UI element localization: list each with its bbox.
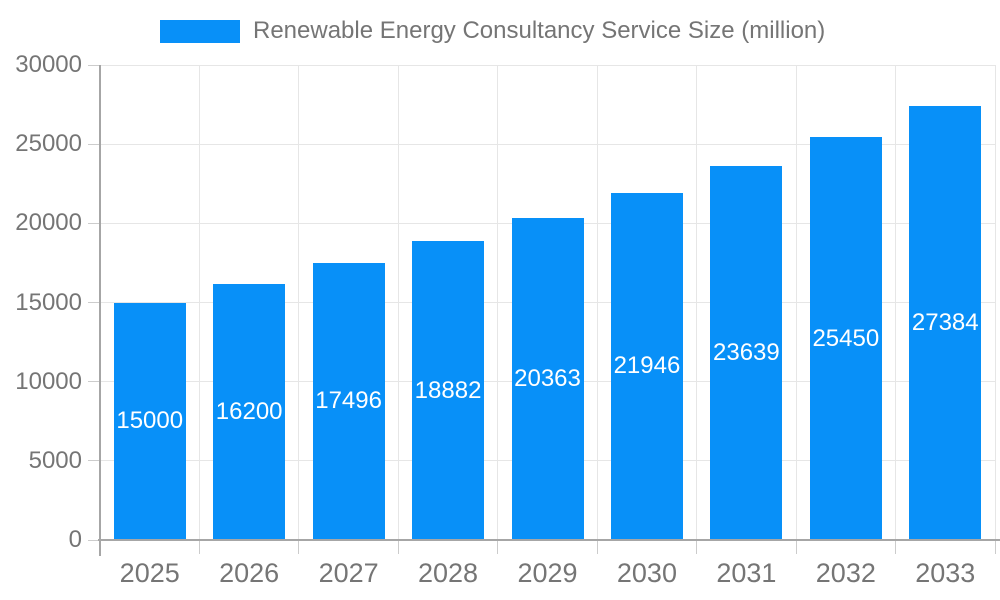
legend-swatch — [160, 20, 240, 43]
x-axis-tick — [696, 540, 698, 554]
x-axis-tick — [198, 540, 200, 554]
v-gridline — [994, 65, 996, 540]
x-axis-label: 2026 — [219, 558, 280, 588]
y-axis-tick — [88, 302, 100, 303]
x-axis-label: 2030 — [616, 558, 677, 588]
v-gridline — [397, 65, 399, 540]
bar[interactable] — [809, 137, 882, 540]
y-axis-label: 30000 — [15, 51, 82, 78]
y-axis-line — [98, 65, 101, 556]
x-axis-tick — [298, 540, 300, 554]
v-gridline — [895, 65, 897, 540]
y-axis-label: 5000 — [28, 446, 82, 474]
bar-value-label: 23639 — [713, 338, 780, 366]
bar[interactable] — [213, 283, 286, 540]
v-gridline — [497, 65, 499, 540]
bar[interactable] — [412, 241, 485, 540]
bar[interactable] — [312, 262, 385, 540]
bar-value-label: 15000 — [116, 407, 184, 435]
y-axis-tick — [88, 460, 100, 462]
v-gridline — [596, 65, 598, 540]
y-axis-tick — [88, 143, 100, 145]
x-axis-label: 2031 — [716, 558, 777, 588]
y-axis-tick — [88, 64, 100, 66]
v-gridline — [298, 65, 300, 540]
bar[interactable] — [113, 302, 186, 540]
x-axis-line — [98, 539, 1000, 541]
bar-value-label: 20363 — [514, 364, 581, 392]
h-gridline — [100, 143, 995, 145]
bar-value-label: 25450 — [812, 324, 880, 352]
x-axis-label: 2027 — [318, 558, 379, 588]
v-gridline — [696, 65, 698, 540]
x-axis-tick — [895, 540, 897, 554]
x-axis-tick — [795, 540, 797, 554]
y-axis-label: 10000 — [15, 367, 82, 395]
bar[interactable] — [710, 165, 783, 540]
bar[interactable] — [610, 192, 683, 540]
y-axis-label: 20000 — [15, 209, 82, 237]
x-axis-label: 2028 — [418, 558, 479, 588]
x-axis-label: 2033 — [915, 558, 976, 588]
x-axis-tick — [994, 540, 996, 554]
bar-value-label: 16200 — [215, 397, 283, 425]
bar-value-label: 21946 — [613, 352, 681, 380]
x-axis-tick — [596, 540, 598, 554]
bar-value-label: 18882 — [414, 376, 482, 404]
x-axis-label: 2032 — [815, 558, 876, 588]
x-axis-tick — [497, 540, 499, 554]
y-axis-tick — [88, 222, 100, 224]
v-gridline — [795, 65, 797, 540]
bar[interactable] — [909, 106, 982, 540]
y-axis-label: 15000 — [15, 288, 82, 316]
legend[interactable]: Renewable Energy Consultancy Service Siz… — [0, 0, 1000, 50]
v-gridline — [198, 65, 200, 540]
bar-value-label: 17496 — [315, 387, 382, 415]
y-axis-tick — [88, 539, 100, 541]
bar-value-label: 27384 — [911, 309, 979, 337]
x-axis-label: 2029 — [517, 558, 578, 588]
x-axis-label: 2025 — [119, 558, 180, 588]
legend-label: Renewable Energy Consultancy Service Siz… — [253, 17, 826, 44]
bar[interactable] — [511, 217, 584, 540]
y-axis-tick — [88, 381, 100, 383]
x-axis-tick — [397, 540, 399, 554]
y-axis-label: 25000 — [15, 130, 82, 158]
h-gridline — [100, 64, 995, 66]
y-axis-label: 0 — [68, 526, 82, 553]
